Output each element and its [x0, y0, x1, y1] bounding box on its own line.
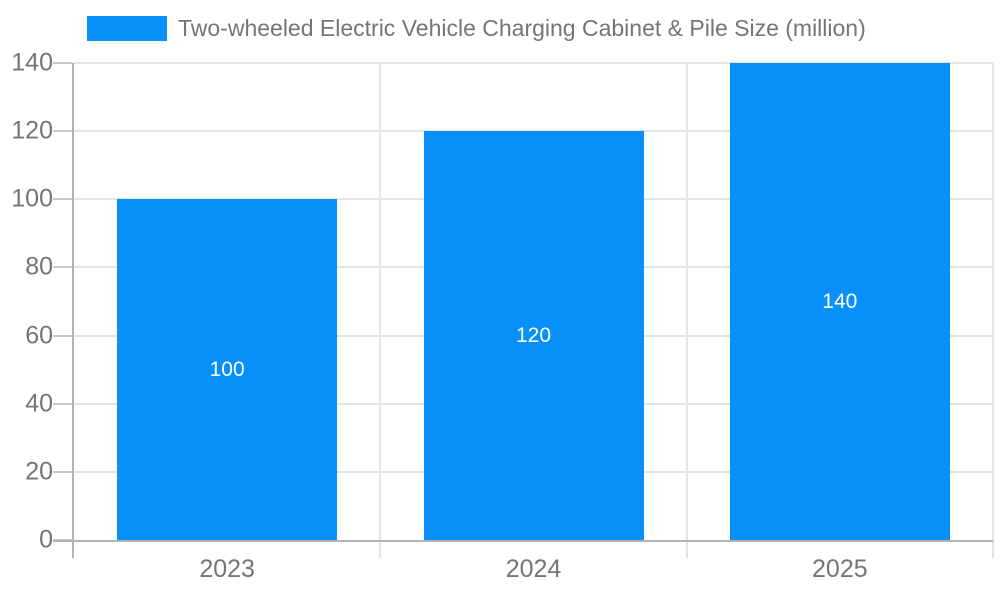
y-axis-label-100: 100	[11, 184, 53, 213]
bar-data-label: 120	[515, 324, 552, 348]
bar-2023: 100	[117, 199, 338, 540]
bar-data-label: 140	[822, 290, 858, 313]
y-axis-tick-120	[53, 130, 72, 133]
legend-label: Two-wheeled Electric Vehicle Charging Ca…	[178, 15, 866, 41]
x-axis-label-2024: 2024	[505, 555, 562, 583]
y-axis-label-120: 120	[11, 116, 53, 145]
y-axis-label-140: 140	[11, 48, 53, 77]
y-axis-label-40: 40	[25, 389, 53, 418]
x-axis-label-2023: 2023	[199, 555, 255, 583]
legend: Two-wheeled Electric Vehicle Charging Ca…	[87, 15, 866, 42]
x-axis-label-2025: 2025	[812, 555, 868, 583]
y-axis-line	[72, 63, 74, 558]
y-axis-tick-40	[53, 402, 72, 405]
y-axis-label-0: 0	[39, 525, 53, 554]
gridline-x-separator	[685, 63, 688, 540]
bar-data-label: 100	[209, 358, 245, 382]
y-axis-tick-20	[53, 470, 72, 473]
x-axis-line	[53, 540, 993, 542]
gridline-x-separator	[379, 63, 382, 540]
legend-swatch	[87, 16, 167, 42]
y-axis-tick-80	[53, 266, 72, 269]
y-axis-tick-140	[53, 62, 72, 64]
y-axis-label-80: 80	[25, 252, 53, 281]
gridline-x-separator	[992, 63, 994, 540]
y-axis-tick-60	[53, 334, 72, 337]
x-axis-tick	[685, 540, 688, 558]
bar-2025: 140	[729, 63, 950, 540]
y-axis-label-20: 20	[25, 457, 53, 486]
bar-2024: 120	[423, 131, 644, 540]
y-axis-tick-100	[53, 198, 72, 201]
x-axis-tick	[379, 540, 382, 558]
gridline-y-140	[74, 62, 993, 64]
x-axis-tick	[992, 540, 994, 558]
y-axis-label-60: 60	[25, 321, 53, 350]
